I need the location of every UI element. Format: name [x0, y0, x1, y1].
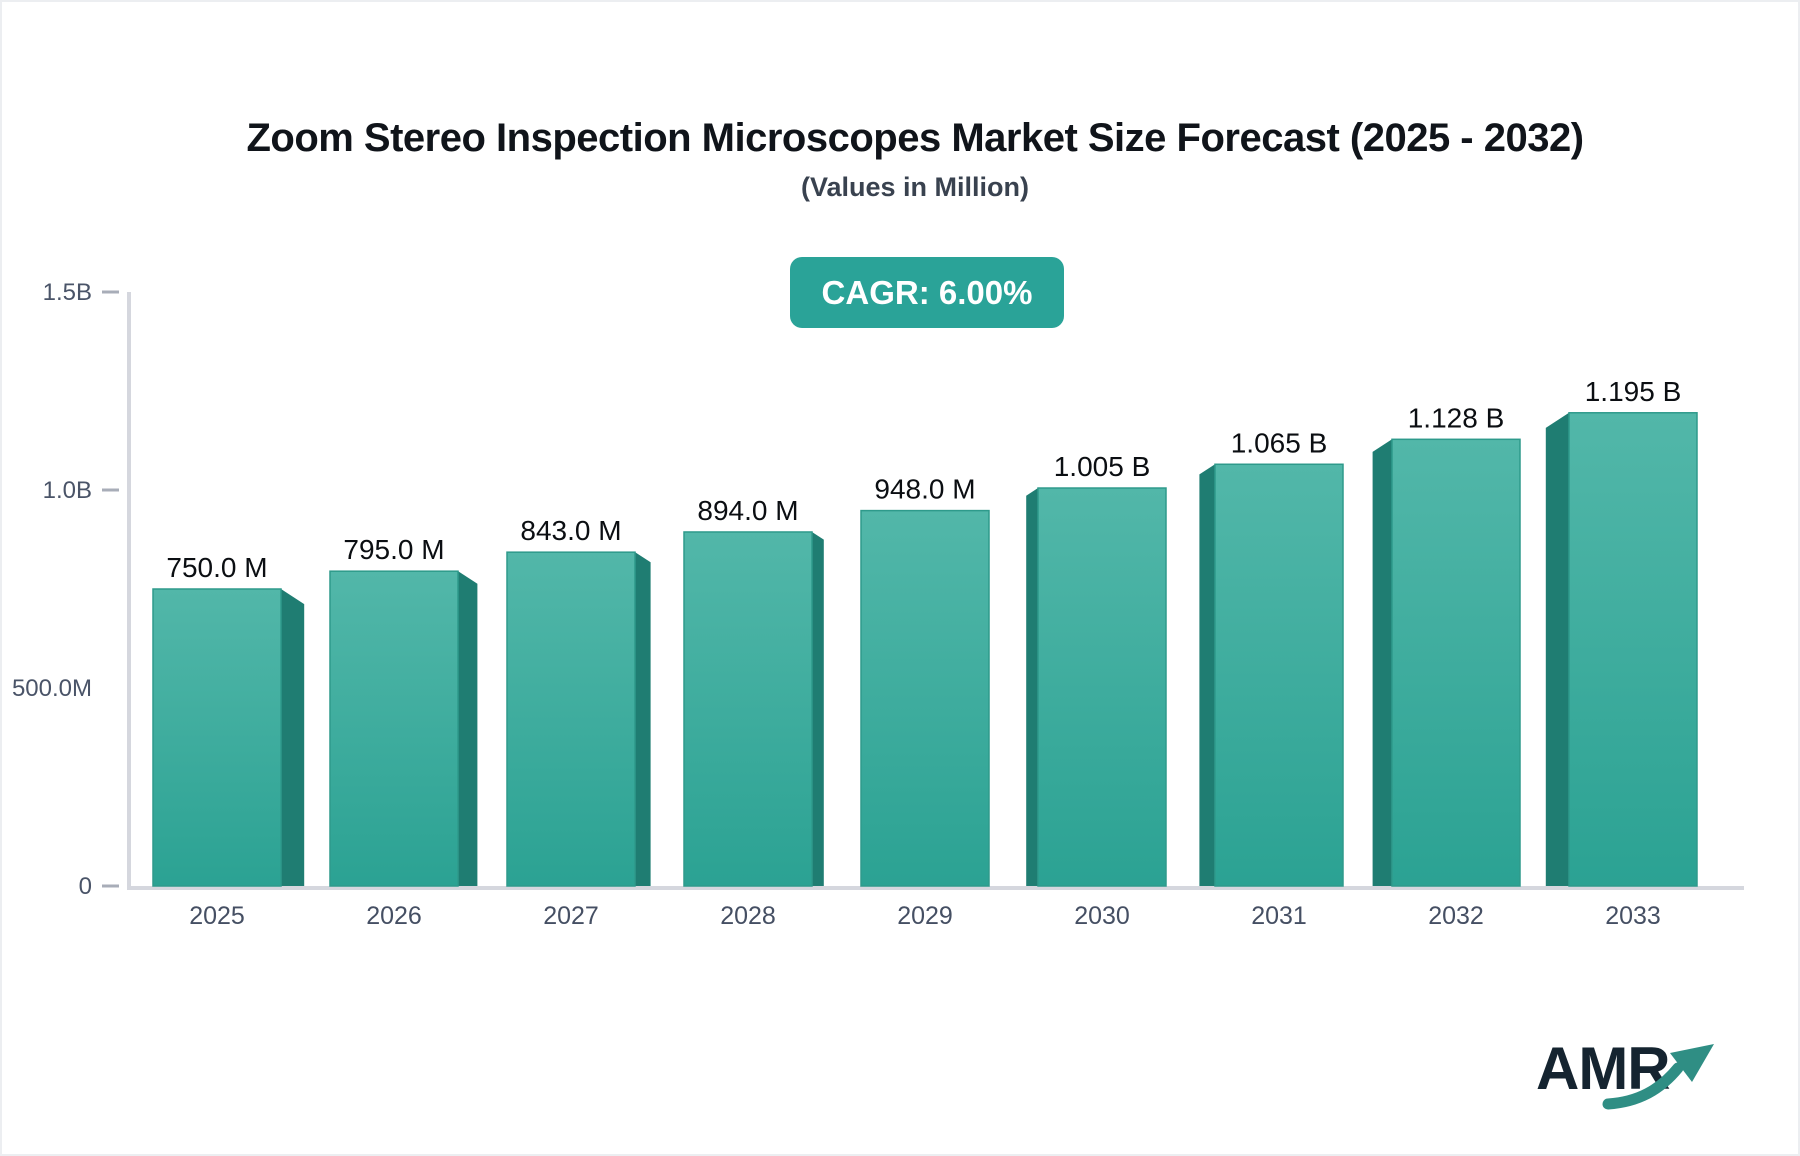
- bar-value-label: 1.128 B: [1408, 402, 1505, 433]
- x-axis-label: 2029: [897, 902, 953, 930]
- bar-side-3d: [1026, 488, 1038, 886]
- bar-value-label: 894.0 M: [697, 495, 798, 526]
- x-axis-label: 2033: [1605, 902, 1661, 930]
- bar: [152, 588, 282, 887]
- amr-logo: AMR: [1530, 1028, 1730, 1118]
- x-axis-label: 2030: [1074, 902, 1130, 930]
- x-axis-label: 2028: [720, 902, 776, 930]
- bar: [1214, 463, 1344, 887]
- bar-value-label: 948.0 M: [874, 474, 975, 505]
- x-axis-label: 2031: [1251, 902, 1307, 930]
- y-axis-label: 1.0B: [43, 477, 92, 504]
- bar-side-3d: [812, 531, 824, 886]
- bar-value-label: 843.0 M: [520, 515, 621, 546]
- bar-side-3d: [1199, 464, 1215, 886]
- bar: [860, 509, 990, 887]
- logo-growth-arrow-icon: [1602, 1044, 1714, 1110]
- bar-side-3d: [635, 552, 651, 886]
- x-axis-label: 2026: [366, 902, 422, 930]
- y-axis-label: 500.0M: [12, 675, 92, 702]
- bar: [329, 570, 459, 887]
- chart-title: Zoom Stereo Inspection Microscopes Marke…: [246, 116, 1584, 160]
- bar-side-3d: [1545, 412, 1569, 886]
- bar-value-label: 795.0 M: [343, 534, 444, 565]
- bar-chart: 1.5B 1.0B 500.0M 0 750.0 M 2025 795.0 M 2026 843…: [12, 279, 1744, 930]
- chart-subtitle: (Values in Million): [800, 172, 1030, 202]
- bar-value-label: 750.0 M: [166, 552, 267, 583]
- x-axis-label: 2025: [189, 902, 245, 930]
- x-axis-label: 2027: [543, 902, 599, 930]
- bar-side-3d: [281, 589, 305, 886]
- cagr-badge: CAGR: 6.00%: [790, 257, 1064, 328]
- y-axis-label: 1.5B: [43, 279, 92, 306]
- bar-value-label: 1.065 B: [1231, 427, 1328, 458]
- bar: [1568, 412, 1698, 887]
- bar: [1037, 487, 1167, 887]
- bar-side-3d: [1372, 439, 1392, 886]
- x-axis-label: 2032: [1428, 902, 1484, 930]
- bar: [506, 551, 636, 887]
- y-axis-label: 0: [79, 873, 92, 900]
- bar-value-label: 1.195 B: [1585, 376, 1682, 407]
- bar: [683, 531, 813, 887]
- bar-side-3d: [458, 571, 478, 886]
- bar: [1391, 438, 1521, 887]
- bar-value-label: 1.005 B: [1054, 451, 1151, 482]
